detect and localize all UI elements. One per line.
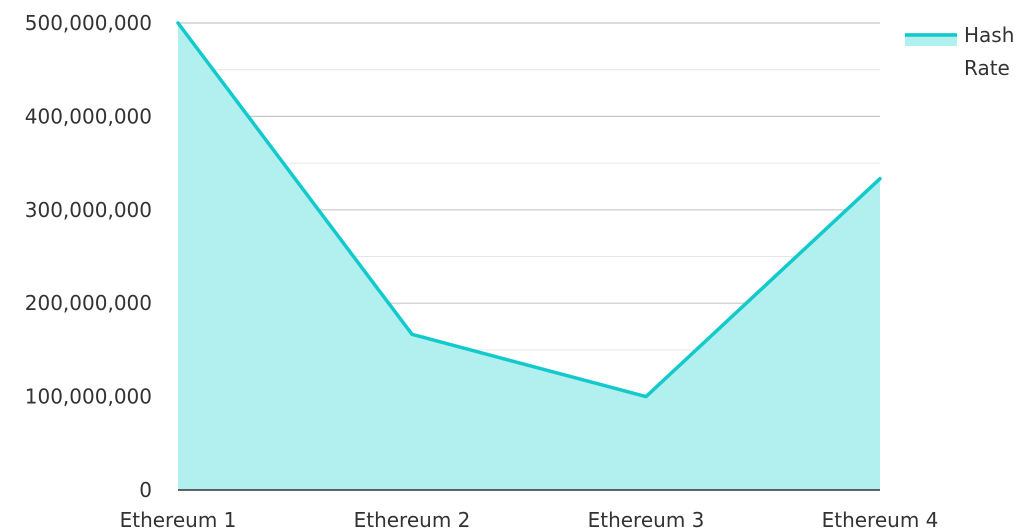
- x-tick-label: Ethereum 3: [588, 508, 705, 531]
- y-tick-label: 300,000,000: [25, 198, 152, 222]
- series-group: [176, 21, 882, 491]
- series-line-0: [176, 21, 882, 399]
- y-tick-label: 200,000,000: [25, 291, 152, 315]
- x-tick-label: Ethereum 4: [822, 508, 939, 531]
- legend: Hash Rate: [905, 23, 1014, 80]
- y-tick-label: 400,000,000: [25, 104, 152, 128]
- legend-label: Hash: [964, 23, 1014, 47]
- x-tick-label: Ethereum 1: [120, 508, 237, 531]
- y-tick-label: 0: [139, 478, 152, 502]
- y-axis: 0 100,000,000 200,000,000 300,000,000 400,00…: [25, 11, 152, 502]
- x-axis: Ethereum 1 Ethereum 2 Ethereum 3 Ethereum 4: [120, 508, 939, 531]
- x-tick-label: Ethereum 2: [354, 508, 471, 531]
- legend-label-continued: Rate: [964, 56, 1010, 80]
- y-tick-label: 500,000,000: [25, 11, 152, 35]
- y-tick-label: 100,000,000: [25, 385, 152, 409]
- series-area-0: [178, 23, 880, 490]
